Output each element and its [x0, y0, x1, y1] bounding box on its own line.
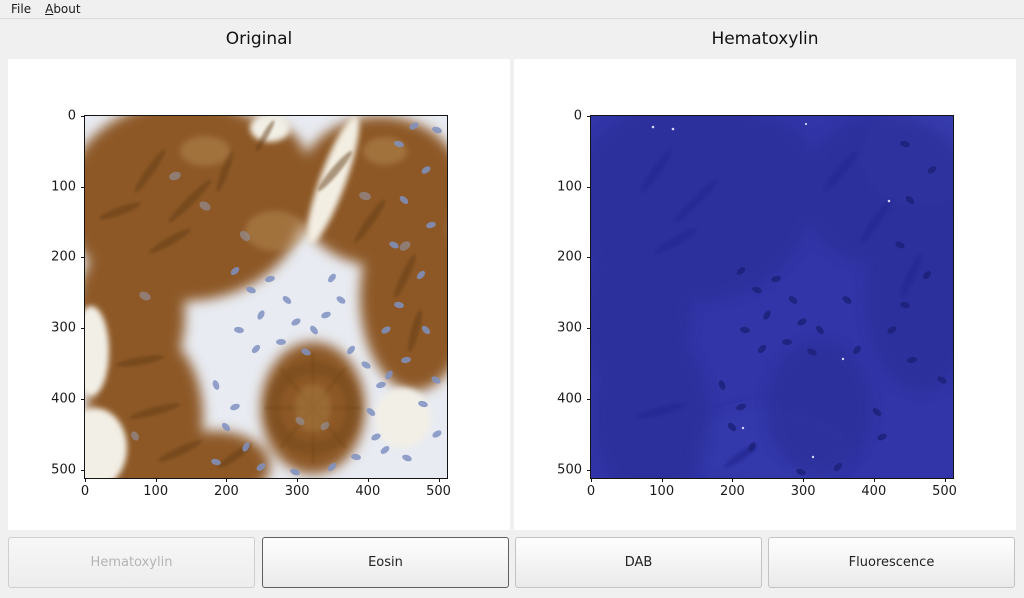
axis-tick-label: 400 [861, 484, 887, 499]
axis-tick-label: 400 [355, 484, 381, 499]
axis-tick-label: 500 [426, 484, 451, 499]
axis-tick-label: 500 [51, 462, 76, 478]
axis-tick-mark [81, 469, 85, 471]
axis-tick-mark [661, 478, 663, 482]
plot-hematoxylin: 0 100 200 300 400 500 0 100 200 300 400 500 [557, 109, 957, 500]
hematoxylin-channel-image [591, 116, 953, 478]
hematoxylin-button[interactable]: Hematoxylin [8, 537, 255, 588]
axis-tick-mark [81, 257, 85, 259]
axis-tick-label: 300 [51, 320, 76, 336]
axis-tick-label: 500 [932, 484, 957, 499]
axis-tick-label: 100 [143, 484, 169, 499]
axis-tick-mark [803, 478, 805, 482]
axis-tick-label: 100 [51, 179, 76, 195]
plot-original: 0 100 200 300 400 500 0 100 200 300 400 500 [51, 109, 451, 500]
fluorescence-button[interactable]: Fluorescence [768, 537, 1015, 588]
axis-tick-label: 200 [51, 249, 76, 265]
eosin-button[interactable]: Eosin [262, 537, 509, 588]
dab-button[interactable]: DAB [515, 537, 762, 588]
axis-tick-label: 300 [284, 484, 310, 499]
axis-tick-mark [85, 478, 86, 482]
axis-tick-mark [226, 478, 228, 482]
axis-tick-mark [81, 328, 85, 330]
axis-tick-label: 100 [649, 484, 675, 499]
axis-tick-mark [587, 328, 591, 330]
plot-title-original: Original [225, 29, 293, 49]
plot-title-hematoxylin: Hematoxylin [711, 29, 819, 49]
axis-tick-label: 400 [557, 391, 582, 407]
axis-tick-mark [297, 478, 299, 482]
original-histology-image [85, 116, 447, 478]
axis-tick-label: 500 [557, 462, 582, 478]
axis-tick-mark [587, 398, 591, 400]
menu-about[interactable]: About [45, 2, 81, 16]
axis-tick-label: 300 [557, 320, 582, 336]
axis-tick-mark [587, 186, 591, 188]
axis-tick-mark [587, 257, 591, 259]
axis-tick-mark [438, 478, 440, 482]
axis-tick-mark [587, 469, 591, 471]
axis-tick-mark [591, 478, 592, 482]
axis-tick-mark [81, 186, 85, 188]
axis-tick-label: 200 [719, 484, 745, 499]
axis-tick-mark [732, 478, 734, 482]
axis-tick-mark [81, 116, 85, 117]
menubar: File About [0, 0, 1024, 19]
axis-tick-label: 0 [573, 108, 582, 124]
axis-tick-mark [81, 398, 85, 400]
axis-tick-label: 400 [51, 391, 76, 407]
axis-tick-label: 300 [790, 484, 816, 499]
menu-file[interactable]: File [11, 2, 32, 16]
axis-tick-mark [944, 478, 946, 482]
axis-tick-label: 200 [213, 484, 239, 499]
axis-tick-label: 0 [586, 484, 596, 499]
axis-tick-mark [155, 478, 157, 482]
axis-tick-mark [367, 478, 369, 482]
axis-tick-label: 0 [67, 108, 76, 124]
axis-tick-mark [587, 116, 591, 117]
axis-tick-label: 100 [557, 179, 582, 195]
axis-tick-mark [873, 478, 875, 482]
axis-tick-label: 0 [80, 484, 90, 499]
axis-tick-label: 200 [557, 249, 582, 265]
